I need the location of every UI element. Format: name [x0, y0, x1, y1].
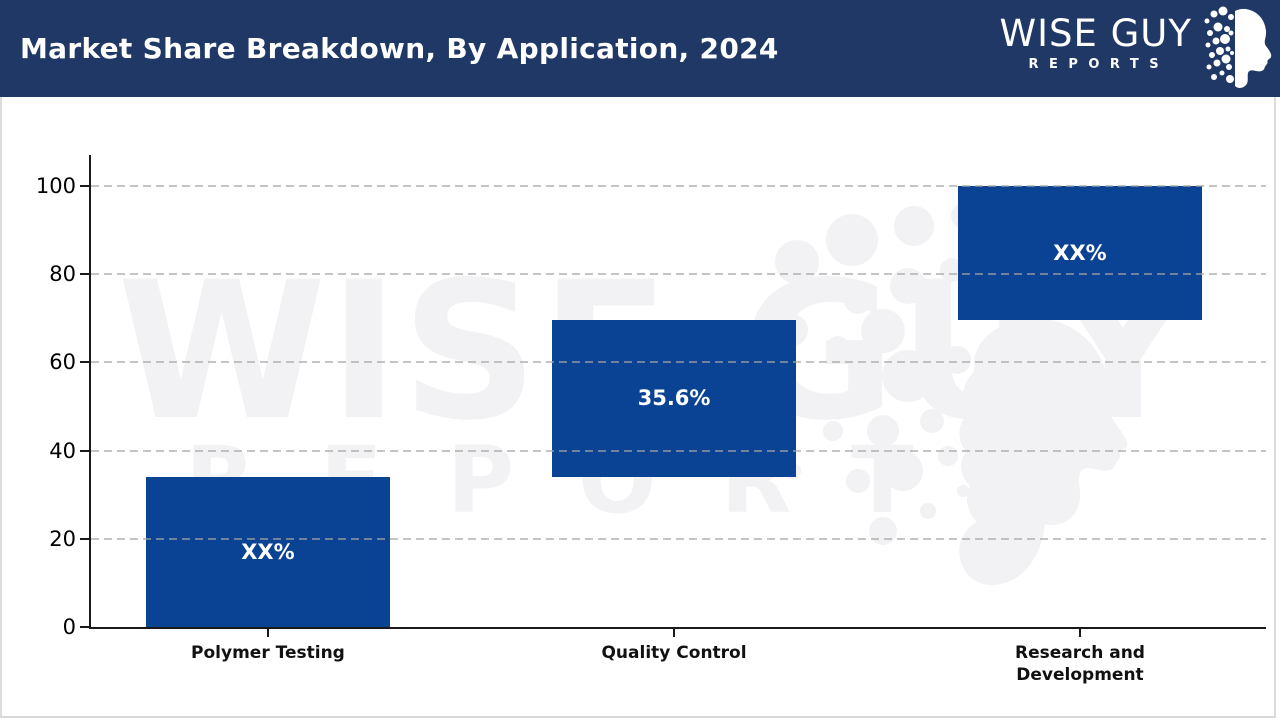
x-axis-tick [266, 629, 269, 637]
y-axis-tick [80, 449, 89, 452]
x-axis-category-label: Quality Control [601, 643, 747, 663]
y-axis-tick [80, 184, 89, 187]
y-axis-tick-label: 60 [49, 350, 76, 375]
header: Market Share Breakdown, By Application, … [0, 0, 1280, 97]
bar-value-label: 35.6% [637, 386, 711, 411]
y-axis-tick-label: 20 [49, 526, 76, 551]
x-axis-tick [1078, 629, 1081, 637]
y-gridline [91, 273, 1266, 276]
plot-area: 0 20 40 60 80 100 XX% Polymer Testing 35.6% Quali… [36, 155, 1266, 685]
y-axis-tick [80, 537, 89, 540]
bar-value-label: XX% [1053, 240, 1107, 265]
y-axis-tick-label: 0 [62, 615, 76, 639]
y-gridline [91, 449, 1266, 452]
brand-logo-tagline: REPORTS [1028, 56, 1170, 72]
y-axis-tick-label: 80 [49, 262, 76, 287]
page-title: Market Share Breakdown, By Application, … [20, 32, 779, 65]
brand-head-icon [1204, 6, 1272, 88]
y-gridline [91, 537, 1266, 540]
y-gridline [91, 184, 1266, 187]
bar-segment: 35.6% [552, 319, 797, 477]
brand-logo-name: WISE GUY [999, 12, 1192, 55]
y-axis-tick-label: 100 [35, 173, 76, 198]
y-axis-tick-label: 40 [49, 438, 76, 463]
x-axis-category-label: Research and Development [1015, 643, 1145, 686]
bar-segment: XX% [957, 185, 1202, 320]
bar-segment: XX% [145, 477, 390, 627]
y-axis-tick [80, 361, 89, 364]
x-axis-tick [673, 629, 676, 637]
y-axis-tick [80, 273, 89, 276]
chart-area: WISE GUY REPORTS 0 20 40 60 80 100 XX% Polymer … [0, 97, 1276, 718]
y-gridline [91, 361, 1266, 364]
bar-value-label: XX% [241, 540, 295, 564]
brand-logo: WISE GUY REPORTS [999, 12, 1192, 72]
x-axis-category-label: Polymer Testing [191, 643, 345, 663]
y-axis-tick [80, 626, 89, 628]
